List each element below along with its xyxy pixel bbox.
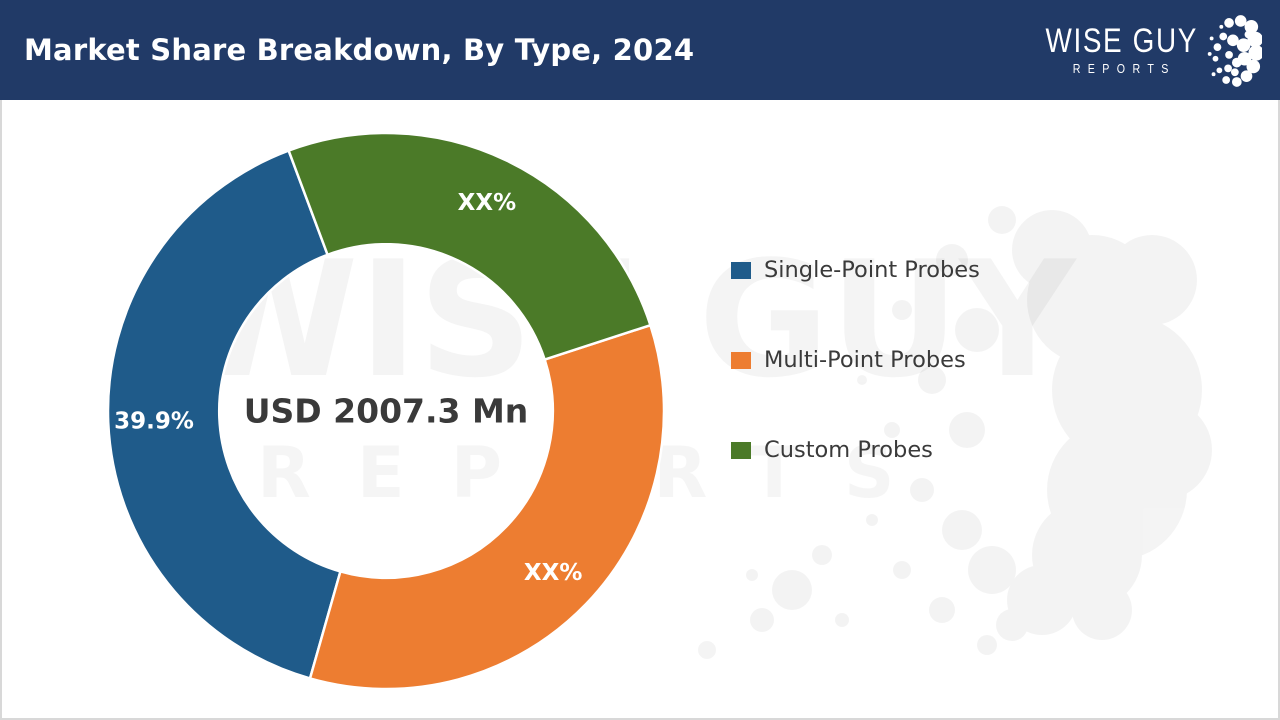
donut-chart: 39.9% XX% XX% — [106, 131, 666, 691]
donut-slice-2 — [287, 131, 652, 362]
donut-center-value: USD 2007.3 Mn — [243, 391, 529, 431]
slice-label-0: 39.9% — [114, 408, 194, 434]
donut-slice-1 — [308, 323, 666, 691]
legend-item-single-point-probes: Single-Point Probes — [731, 257, 980, 284]
legend-label: Single-Point Probes — [764, 257, 980, 283]
wiseguy-logo-text: WISE GUY REPORTS — [1045, 21, 1198, 77]
legend-item-multi-point-probes: Multi-Point Probes — [731, 346, 980, 374]
legend-swatch-icon — [731, 442, 751, 460]
donut-slice-0 — [106, 148, 342, 680]
wiseguy-face-watermark — [698, 206, 1212, 659]
legend-label: Multi-Point Probes — [764, 346, 966, 373]
legend-swatch-icon — [731, 352, 751, 370]
wiseguy-face-icon — [1207, 15, 1262, 87]
page-title: Market Share Breakdown, By Type, 2024 — [24, 33, 695, 67]
slice-label-2: XX% — [458, 190, 517, 216]
header-bar: Market Share Breakdown, By Type, 2024 WI… — [0, 0, 1280, 100]
legend-swatch-icon — [731, 262, 751, 280]
chart-canvas: WISE GUY REPORTS 39.9%XX%XX% USD 2007.3 … — [0, 100, 1280, 720]
wiseguy-logo: WISE GUY REPORTS — [1012, 10, 1262, 90]
logo-wordmark: WISE GUY — [1045, 21, 1198, 60]
chart-legend: Single-Point Probes Multi-Point Probes C… — [731, 257, 980, 464]
logo-subtitle: REPORTS — [1072, 61, 1176, 77]
legend-item-custom-probes: Custom Probes — [731, 436, 980, 464]
slice-label-1: XX% — [524, 560, 583, 586]
legend-label: Custom Probes — [764, 436, 933, 463]
